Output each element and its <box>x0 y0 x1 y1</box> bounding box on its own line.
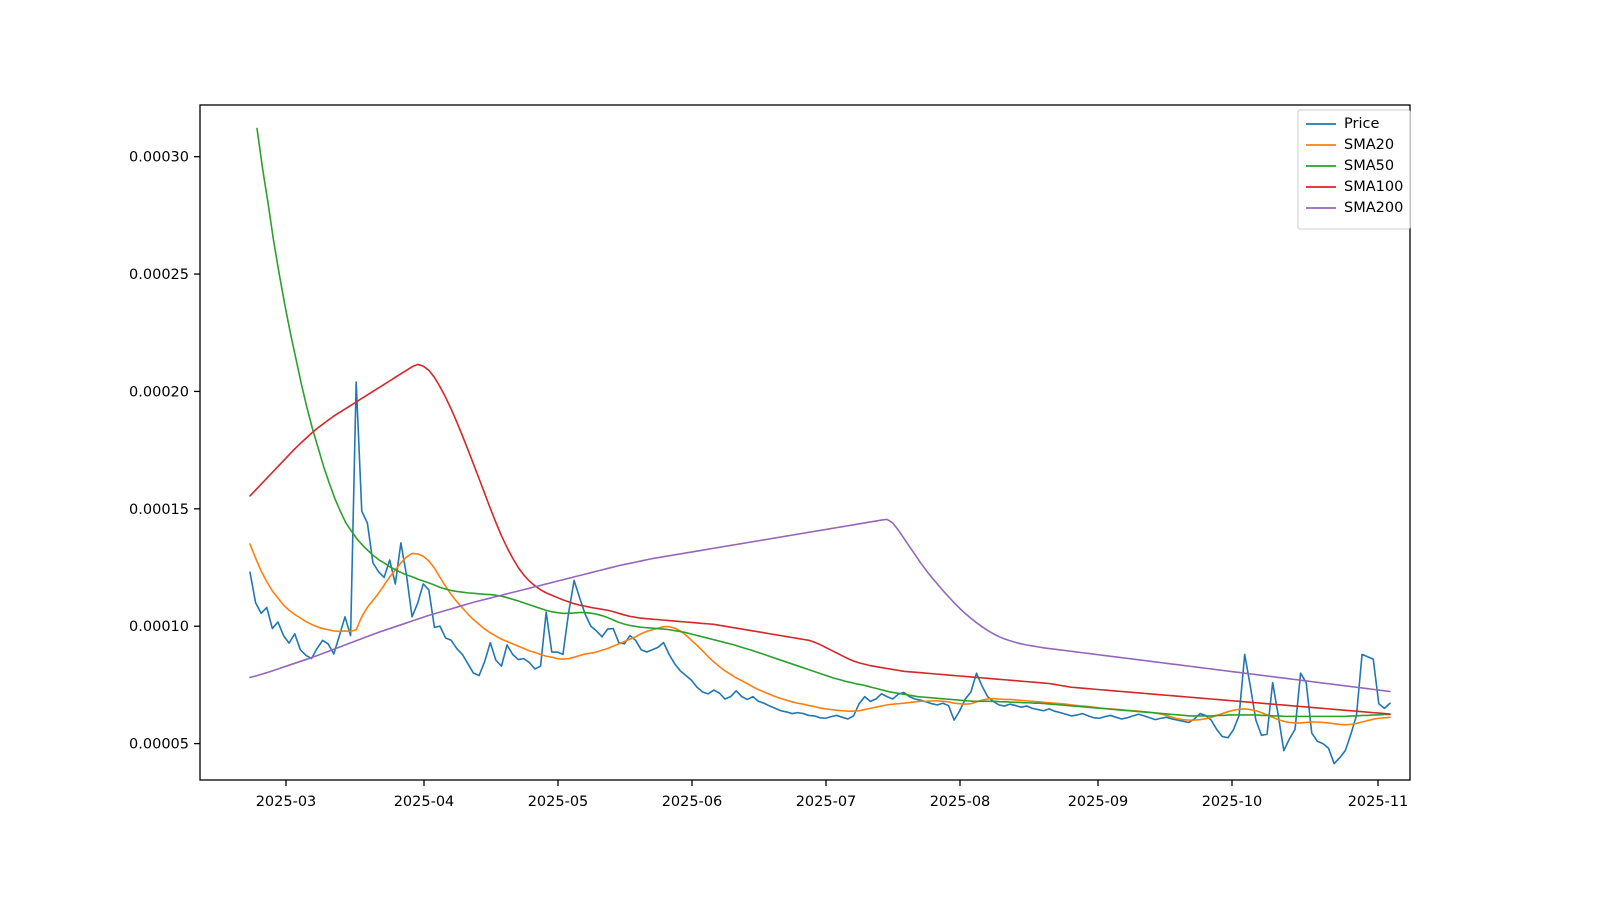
y-tick-label: 0.00030 <box>129 150 189 166</box>
legend-label-sma100: SMA100 <box>1344 179 1403 195</box>
x-axis-ticks: 2025-03 2025-04 2025-05 2025-06 2025-07 2025-… <box>256 780 1409 810</box>
legend-background <box>1297 109 1411 230</box>
legend-label-sma50: SMA50 <box>1344 158 1394 174</box>
x-tick-label: 2025-03 <box>256 794 317 810</box>
axes-background <box>200 105 1410 780</box>
data-series-group <box>249 127 1391 765</box>
x-tick-label: 2025-08 <box>930 794 991 810</box>
x-tick-label: 2025-07 <box>796 794 857 810</box>
legend-label-price: Price <box>1344 116 1379 132</box>
x-tick-label: 2025-04 <box>394 794 455 810</box>
legend-label-sma200: SMA200 <box>1344 200 1403 216</box>
series-line-price <box>249 381 1391 765</box>
y-tick-label: 0.00020 <box>129 384 189 400</box>
series-line-sma20 <box>249 543 1391 726</box>
x-tick-label: 2025-09 <box>1068 794 1129 810</box>
axes-spines <box>199 104 1411 781</box>
y-tick-label: 0.00010 <box>129 619 189 635</box>
chart-legend: Price SMA20 SMA50 SMA100 SMA200 <box>1297 109 1411 230</box>
series-line-sma100 <box>249 363 1391 715</box>
y-tick-label: 0.00005 <box>129 737 189 753</box>
y-tick-label: 0.00015 <box>129 502 189 518</box>
y-tick-label: 0.00025 <box>129 267 189 283</box>
y-axis-ticks: 0.00005 0.00010 0.00015 0.00020 0.00025 0.000… <box>129 150 200 753</box>
x-tick-label: 2025-11 <box>1348 794 1409 810</box>
series-line-sma200 <box>249 518 1391 693</box>
x-tick-label: 2025-10 <box>1202 794 1263 810</box>
x-tick-label: 2025-06 <box>662 794 723 810</box>
x-tick-label: 2025-05 <box>528 794 589 810</box>
legend-label-sma20: SMA20 <box>1344 137 1394 153</box>
series-line-sma50 <box>256 127 1391 718</box>
